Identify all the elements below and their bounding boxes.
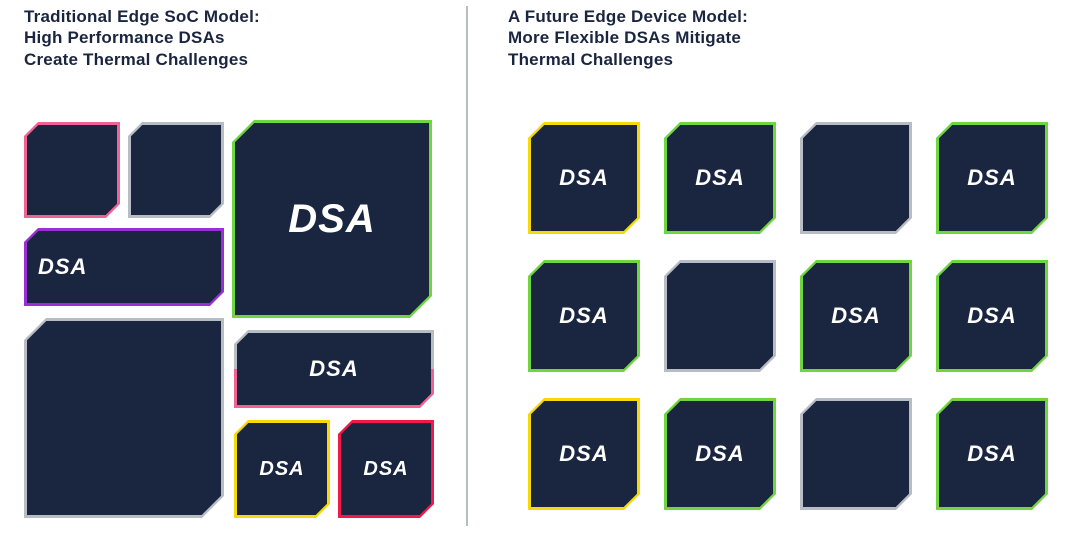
chip (24, 122, 120, 218)
chip (24, 318, 224, 518)
chip-label: DSA (528, 260, 640, 372)
chip: DSA (664, 122, 776, 234)
chip: DSA (232, 120, 432, 318)
chip (800, 122, 912, 234)
chip-label: DSA (936, 398, 1048, 510)
right-heading: A Future Edge Device Model: More Flexibl… (508, 6, 748, 70)
vertical-divider (466, 6, 468, 526)
chip-label: DSA (234, 330, 434, 408)
chip (664, 260, 776, 372)
chip: DSA (936, 122, 1048, 234)
chip-label: DSA (528, 398, 640, 510)
left-heading-line2: High Performance DSAs (24, 27, 260, 48)
left-heading-line3: Create Thermal Challenges (24, 49, 260, 70)
chip (800, 398, 912, 510)
chip-label: DSA (664, 122, 776, 234)
chip: DSA (24, 228, 224, 306)
chip: DSA (528, 122, 640, 234)
chip: DSA (800, 260, 912, 372)
left-heading: Traditional Edge SoC Model: High Perform… (24, 6, 260, 70)
chip: DSA (528, 260, 640, 372)
chip: DSA (234, 420, 330, 518)
diagram-canvas: Traditional Edge SoC Model: High Perform… (0, 0, 1080, 545)
chip: DSA (234, 330, 434, 408)
right-heading-line1: A Future Edge Device Model: (508, 6, 748, 27)
chip-label: DSA (24, 228, 224, 306)
chip: DSA (936, 260, 1048, 372)
chip: DSA (664, 398, 776, 510)
chip-label: DSA (800, 260, 912, 372)
chip (128, 122, 224, 218)
chip-label: DSA (338, 420, 434, 518)
right-heading-line2: More Flexible DSAs Mitigate (508, 27, 748, 48)
chip: DSA (528, 398, 640, 510)
chip-label: DSA (664, 398, 776, 510)
chip: DSA (936, 398, 1048, 510)
chip-label: DSA (232, 120, 432, 318)
chip-label: DSA (936, 260, 1048, 372)
chip-label: DSA (234, 420, 330, 518)
chip: DSA (338, 420, 434, 518)
chip-label: DSA (936, 122, 1048, 234)
left-heading-line1: Traditional Edge SoC Model: (24, 6, 260, 27)
right-heading-line3: Thermal Challenges (508, 49, 748, 70)
chip-label: DSA (528, 122, 640, 234)
